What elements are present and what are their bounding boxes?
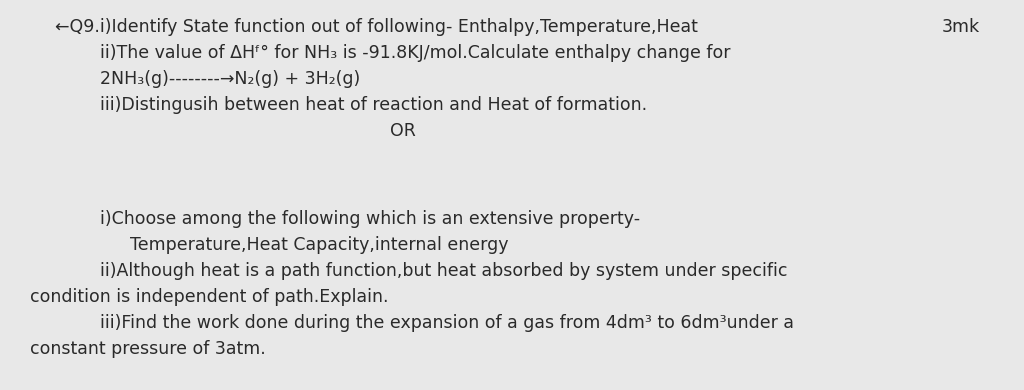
Text: OR: OR bbox=[390, 122, 416, 140]
Text: iii)Distingusih between heat of reaction and Heat of formation.: iii)Distingusih between heat of reaction… bbox=[100, 96, 647, 114]
Text: ii)The value of ΔHᶠ° for NH₃ is -91.8KJ/mol.Calculate enthalpy change for: ii)The value of ΔHᶠ° for NH₃ is -91.8KJ/… bbox=[100, 44, 730, 62]
Text: 3mk: 3mk bbox=[942, 18, 980, 36]
Text: Temperature,Heat Capacity,internal energy: Temperature,Heat Capacity,internal energ… bbox=[130, 236, 509, 254]
Text: i)Choose among the following which is an extensive property-: i)Choose among the following which is an… bbox=[100, 210, 640, 228]
Text: 2NH₃(g)--------→N₂(g) + 3H₂(g): 2NH₃(g)--------→N₂(g) + 3H₂(g) bbox=[100, 70, 360, 88]
Text: condition is independent of path.Explain.: condition is independent of path.Explain… bbox=[30, 288, 388, 306]
Text: ii)Although heat is a path function,but heat absorbed by system under specific: ii)Although heat is a path function,but … bbox=[100, 262, 787, 280]
Text: iii)Find the work done during the expansion of a gas from 4dm³ to 6dm³under a: iii)Find the work done during the expans… bbox=[100, 314, 794, 332]
Text: ←Q9.i)Identify State function out of following- Enthalpy,Temperature,Heat: ←Q9.i)Identify State function out of fol… bbox=[55, 18, 698, 36]
Text: constant pressure of 3atm.: constant pressure of 3atm. bbox=[30, 340, 266, 358]
